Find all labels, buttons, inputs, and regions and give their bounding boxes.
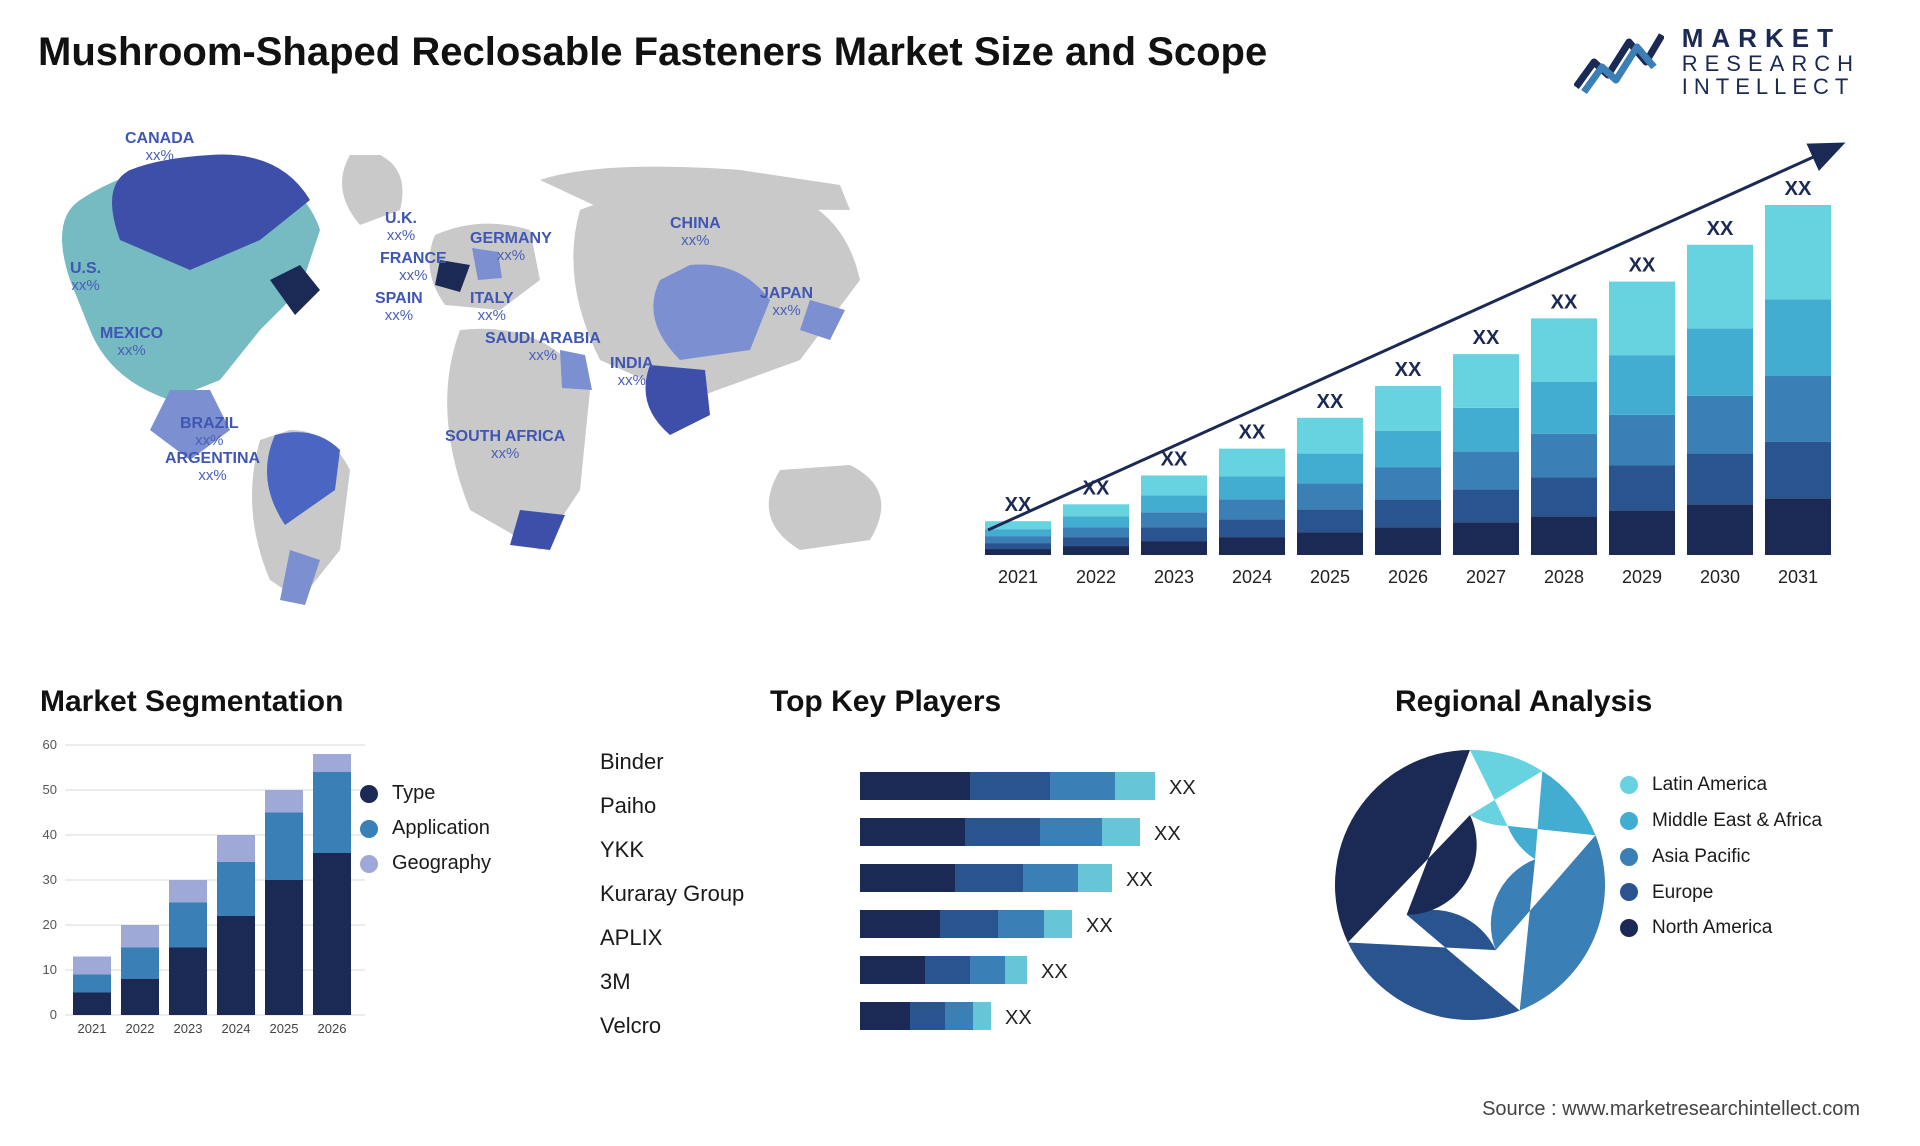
svg-text:2030: 2030 <box>1700 567 1740 587</box>
seg-legend-item: Application <box>360 817 570 840</box>
svg-text:2028: 2028 <box>1544 567 1584 587</box>
svg-text:2025: 2025 <box>1310 567 1350 587</box>
svg-text:XX: XX <box>1395 359 1422 381</box>
logo-text-3: INTELLECT <box>1682 75 1860 98</box>
svg-text:2027: 2027 <box>1466 567 1506 587</box>
svg-text:XX: XX <box>1551 291 1578 313</box>
svg-text:XX: XX <box>1086 915 1113 937</box>
svg-text:XX: XX <box>1041 961 1068 983</box>
map-label-spain: SPAINxx% <box>375 290 423 324</box>
players-bars: XX XX XX XX XX XX <box>860 764 1280 1079</box>
map-label-india: INDIAxx% <box>610 355 654 389</box>
svg-text:2021: 2021 <box>78 1021 107 1036</box>
map-label-italy: ITALYxx% <box>470 290 514 324</box>
svg-text:0: 0 <box>50 1007 57 1022</box>
svg-text:2026: 2026 <box>318 1021 347 1036</box>
svg-text:2025: 2025 <box>270 1021 299 1036</box>
market-size-chart: XX 2021 XX 2022 XX 2023 XX 2024 XX 2025 XX 2026 XX 20… <box>970 135 1870 625</box>
svg-text:2023: 2023 <box>1154 567 1194 587</box>
region-legend-item: Middle East & Africa <box>1620 810 1880 832</box>
svg-text:10: 10 <box>43 962 57 977</box>
brand-logo: MARKET RESEARCH INTELLECT <box>1574 25 1860 98</box>
region-legend-item: Asia Pacific <box>1620 846 1880 868</box>
svg-text:2029: 2029 <box>1622 567 1662 587</box>
segmentation-legend: Type Application Geography <box>360 770 570 887</box>
logo-text-1: MARKET <box>1682 25 1860 52</box>
svg-text:50: 50 <box>43 782 57 797</box>
svg-text:2022: 2022 <box>1076 567 1116 587</box>
map-label-france: FRANCExx% <box>380 250 447 284</box>
map-label-argentina: ARGENTINAxx% <box>165 450 260 484</box>
svg-text:XX: XX <box>1473 327 1500 349</box>
svg-text:XX: XX <box>1707 218 1734 240</box>
map-label-saudiarabia: SAUDI ARABIAxx% <box>485 330 601 364</box>
region-legend-item: Latin America <box>1620 774 1880 796</box>
map-label-uk: U.K.xx% <box>385 210 417 244</box>
map-label-brazil: BRAZILxx% <box>180 415 239 449</box>
svg-text:XX: XX <box>1239 422 1266 444</box>
svg-text:20: 20 <box>43 917 57 932</box>
logo-icon <box>1574 27 1664 97</box>
page-title: Mushroom-Shaped Reclosable Fasteners Mar… <box>38 30 1267 75</box>
regional-title: Regional Analysis <box>1395 685 1652 719</box>
svg-text:2021: 2021 <box>998 567 1038 587</box>
svg-text:2026: 2026 <box>1388 567 1428 587</box>
svg-text:60: 60 <box>43 737 57 752</box>
svg-text:XX: XX <box>1126 869 1153 891</box>
map-label-china: CHINAxx% <box>670 215 721 249</box>
map-label-japan: JAPANxx% <box>760 285 813 319</box>
map-label-germany: GERMANYxx% <box>470 230 552 264</box>
seg-legend-item: Type <box>360 782 570 805</box>
svg-text:40: 40 <box>43 827 57 842</box>
svg-text:XX: XX <box>1154 823 1181 845</box>
svg-text:30: 30 <box>43 872 57 887</box>
svg-text:XX: XX <box>1169 777 1196 799</box>
svg-text:2024: 2024 <box>222 1021 251 1036</box>
region-legend-item: North America <box>1620 917 1880 939</box>
svg-text:XX: XX <box>1005 1007 1032 1029</box>
svg-text:2024: 2024 <box>1232 567 1272 587</box>
map-label-canada: CANADAxx% <box>125 130 194 164</box>
svg-text:2031: 2031 <box>1778 567 1818 587</box>
segmentation-title: Market Segmentation <box>40 685 343 719</box>
svg-text:XX: XX <box>1317 391 1344 413</box>
region-legend-item: Europe <box>1620 882 1880 904</box>
source-label: Source : www.marketresearchintellect.com <box>1482 1098 1860 1121</box>
logo-text-2: RESEARCH <box>1682 52 1860 75</box>
svg-text:XX: XX <box>1629 255 1656 277</box>
map-label-mexico: MEXICOxx% <box>100 325 163 359</box>
map-label-us: U.S.xx% <box>70 260 101 294</box>
seg-legend-item: Geography <box>360 852 570 875</box>
world-map: CANADAxx% U.S.xx% MEXICOxx% BRAZILxx%ARGENT… <box>40 130 940 620</box>
players-title: Top Key Players <box>770 685 1001 719</box>
svg-text:2022: 2022 <box>126 1021 155 1036</box>
svg-text:XX: XX <box>1785 178 1812 200</box>
map-label-southafrica: SOUTH AFRICAxx% <box>445 428 565 462</box>
svg-text:2023: 2023 <box>174 1021 203 1036</box>
regional-legend: Latin America Middle East & Africa Asia Pa… <box>1620 760 1880 953</box>
